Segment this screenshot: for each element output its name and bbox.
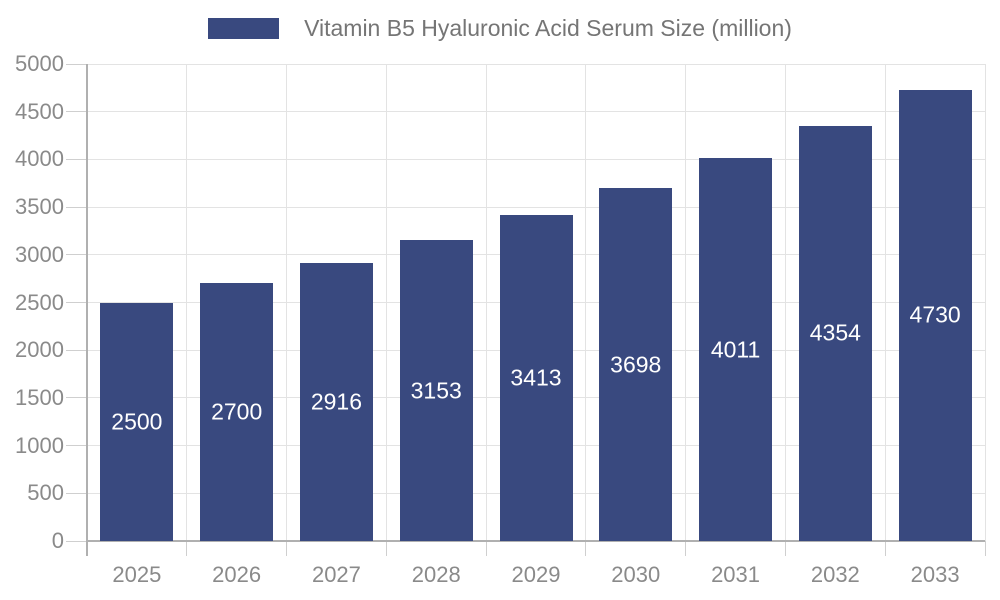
legend-swatch: [208, 18, 280, 39]
horizontal-gridline: [87, 63, 985, 65]
y-tick-mark: [66, 302, 87, 303]
x-tick-label: 2026: [212, 562, 262, 587]
bar-value-label: 4354: [809, 319, 861, 346]
y-axis-line: [86, 64, 88, 556]
x-tick-label: 2025: [112, 562, 162, 587]
x-tick-label: 2027: [311, 562, 361, 587]
bar-value-label: 2916: [310, 388, 363, 415]
x-tick-label: 2028: [411, 562, 461, 587]
y-tick-mark: [66, 254, 87, 256]
y-tick-mark: [66, 63, 87, 65]
y-tick-mark: [66, 158, 87, 160]
bar-value-label: 4011: [710, 336, 761, 363]
y-tick-label: 1500: [15, 384, 64, 410]
y-tick-label: 4000: [15, 146, 64, 172]
x-tick-mark: [884, 541, 886, 556]
y-tick-mark: [66, 540, 87, 542]
x-tick-label: 2029: [511, 562, 561, 587]
y-tick-label: 5000: [15, 51, 64, 76]
x-tick-mark: [186, 541, 188, 556]
vertical-gridline: [286, 64, 288, 541]
legend[interactable]: Vitamin B5 Hyaluronic Acid Serum Size (m…: [0, 15, 1000, 42]
bar-value-label: 4730: [909, 301, 961, 328]
x-tick-label: 2032: [810, 562, 860, 587]
x-tick-mark: [286, 541, 288, 556]
y-tick-mark: [66, 492, 87, 494]
vertical-gridline: [186, 64, 188, 541]
y-tick-label: 3500: [15, 194, 64, 220]
x-tick-mark: [685, 541, 687, 556]
horizontal-gridline: [87, 206, 985, 208]
legend-label: Vitamin B5 Hyaluronic Acid Serum Size (m…: [304, 15, 792, 41]
y-tick-mark: [66, 111, 87, 113]
vertical-gridline: [585, 64, 587, 541]
y-tick-label: 3000: [15, 241, 64, 267]
y-tick-mark: [66, 206, 87, 208]
bar-value-label: 2700: [211, 398, 263, 425]
y-tick-label: 0: [51, 528, 64, 553]
y-tick-label: 500: [27, 480, 64, 506]
y-tick-label: 1000: [15, 432, 64, 458]
x-tick-mark: [485, 541, 487, 556]
y-tick-label: 2000: [15, 337, 64, 363]
bar-value-label: 3413: [510, 364, 562, 391]
bar[interactable]: [200, 283, 274, 541]
bar-value-label: 2500: [111, 408, 163, 435]
bar[interactable]: [399, 240, 473, 541]
y-tick-label: 4500: [15, 98, 64, 124]
vertical-gridline: [485, 64, 487, 541]
bar[interactable]: [798, 125, 872, 541]
x-tick-mark: [585, 541, 587, 556]
bar-value-label: 3698: [610, 351, 662, 378]
vertical-gridline: [784, 64, 786, 541]
y-tick-mark: [66, 397, 87, 399]
horizontal-gridline: [87, 158, 985, 160]
vertical-gridline: [884, 64, 886, 541]
x-tick-label: 2030: [611, 562, 661, 587]
x-tick-label: 2033: [910, 562, 960, 587]
bar[interactable]: [599, 188, 673, 541]
bar[interactable]: [898, 89, 972, 541]
y-tick-label: 2500: [15, 289, 64, 315]
bar[interactable]: [100, 302, 174, 541]
x-tick-label: 2031: [711, 562, 761, 587]
horizontal-gridline: [87, 111, 985, 113]
y-tick-mark: [66, 349, 87, 351]
bar[interactable]: [699, 158, 773, 541]
vertical-gridline: [685, 64, 687, 541]
bar[interactable]: [299, 262, 373, 541]
x-tick-mark: [984, 541, 986, 556]
bar-value-label: 3153: [410, 377, 462, 404]
x-tick-mark: [385, 541, 387, 556]
vertical-gridline: [984, 64, 986, 541]
vertical-gridline: [385, 64, 387, 541]
x-tick-mark: [784, 541, 786, 556]
x-axis-line: [87, 540, 985, 542]
y-tick-mark: [66, 445, 87, 447]
bar[interactable]: [499, 215, 573, 541]
